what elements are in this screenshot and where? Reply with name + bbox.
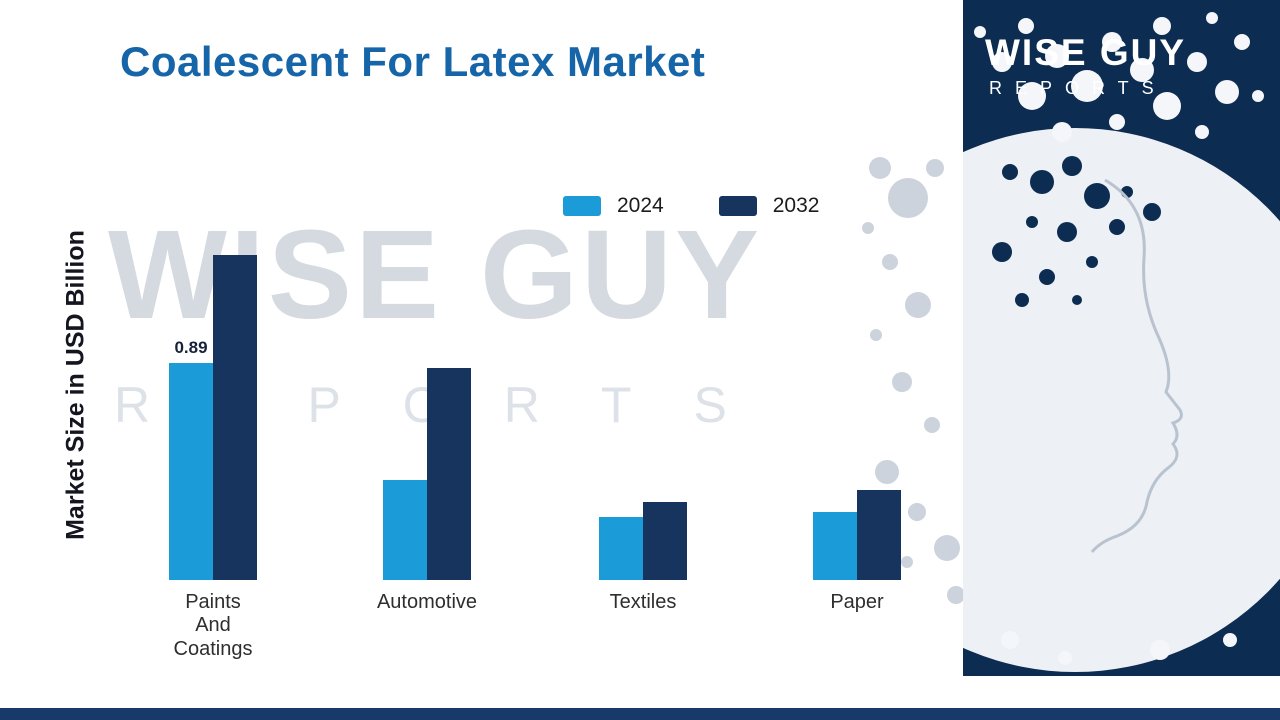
- bar-2032-textiles: [643, 502, 687, 580]
- category-label-line: Textiles: [609, 591, 677, 613]
- bar-2024-paints-and-coatings: [169, 363, 213, 580]
- bar-2024-automotive: [383, 480, 427, 580]
- chart-legend: 2024 2032: [563, 194, 819, 218]
- category-label: Paper: [757, 591, 957, 614]
- category-label-line: And: [195, 614, 231, 637]
- chart-title: Coalescent For Latex Market: [120, 38, 706, 85]
- legend-label: 2032: [772, 194, 820, 217]
- legend-item-2024: 2024: [563, 194, 664, 218]
- category-label: Automotive: [327, 591, 527, 614]
- legend-swatch: [563, 196, 601, 216]
- legend-swatch: [718, 196, 757, 216]
- bar-2024-paper: [813, 512, 857, 580]
- brand-logo: WISE GUY REPORTS: [985, 34, 1186, 99]
- bar-2032-automotive: [427, 368, 471, 580]
- legend-item-2032: 2032: [718, 194, 820, 218]
- bar-2024-textiles: [599, 517, 643, 580]
- brand-logo-subtitle: REPORTS: [989, 78, 1167, 98]
- bar-2032-paper: [857, 490, 901, 580]
- legend-label: 2024: [617, 194, 664, 217]
- category-label: Textiles: [543, 591, 743, 614]
- bottom-accent-bar: [0, 708, 1280, 720]
- category-label-line: Paper: [830, 591, 884, 613]
- category-label: Paints And Coatings: [113, 591, 313, 661]
- bar-value-label: 0.89: [174, 338, 208, 357]
- category-label-line: Coatings: [173, 637, 253, 660]
- brand-logo-name: WISE GUY: [985, 32, 1187, 73]
- bar-2032-paints-and-coatings: [213, 255, 257, 580]
- category-label-line: Paints: [185, 591, 241, 613]
- category-label-line: Automotive: [376, 591, 478, 613]
